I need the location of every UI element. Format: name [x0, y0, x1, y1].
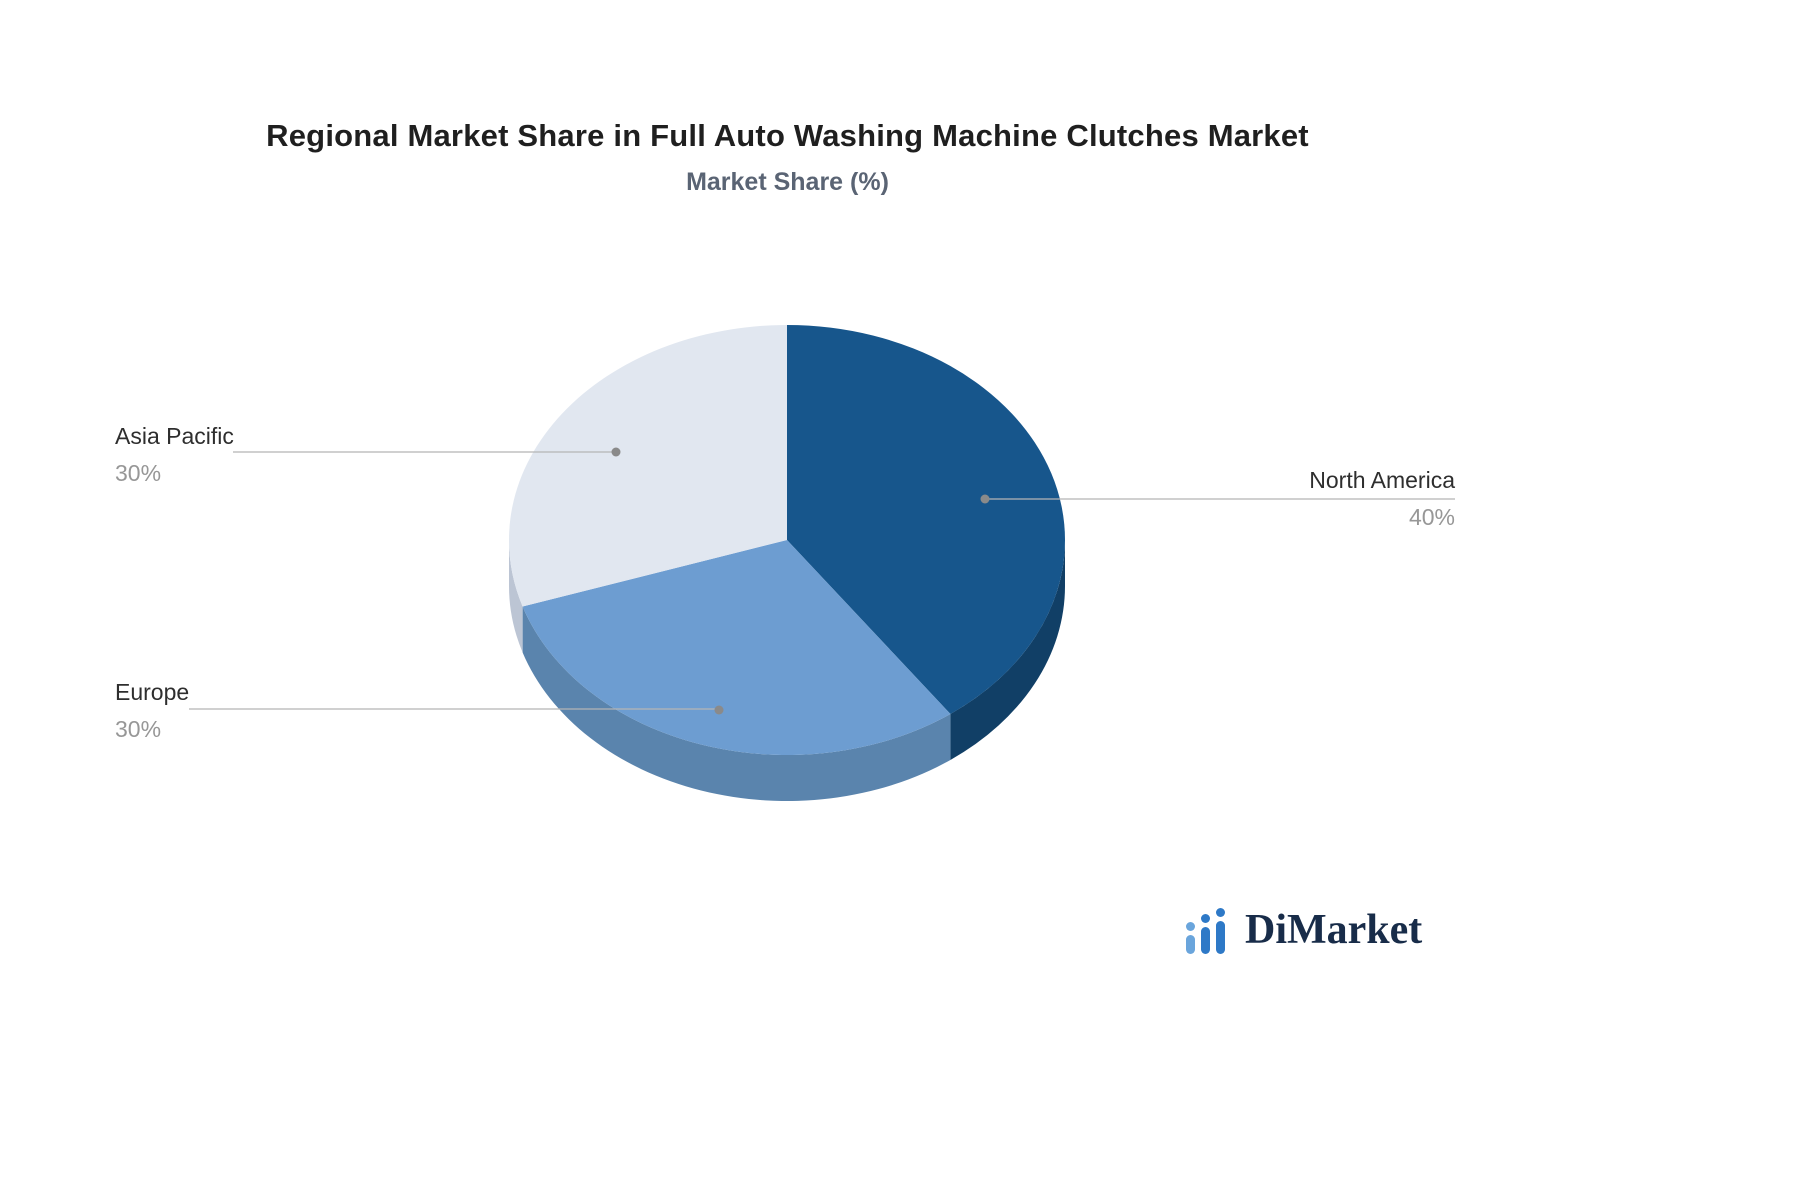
- slice-value-asia-pacific: 30%: [115, 460, 162, 486]
- slice-label-asia-pacific: Asia Pacific: [115, 423, 234, 449]
- slice-value-north-america: 40%: [1408, 504, 1455, 530]
- leader-dot-asia-pacific: [611, 447, 621, 457]
- dimarket-logo: DiMarket: [1183, 904, 1422, 956]
- chart-subtitle: Market Share (%): [686, 168, 889, 196]
- slice-value-europe: 30%: [115, 716, 162, 742]
- slice-label-europe: Europe: [115, 679, 190, 705]
- pie-slice-side-north-america: [950, 540, 1065, 760]
- slice-label-north-america: North America: [1309, 467, 1455, 493]
- pie-slice-europe[interactable]: [522, 540, 951, 755]
- leader-dot-north-america: [980, 494, 990, 504]
- pie-slice-side-asia-pacific: [509, 540, 523, 653]
- pie-slices: [508, 325, 1065, 801]
- logo-text: DiMarket: [1245, 907, 1423, 953]
- leader-lines: [189, 447, 1455, 715]
- bar-chart-icon: [1186, 908, 1225, 954]
- pie-slice-side-europe: [522, 606, 951, 801]
- pie-slice-north-america[interactable]: [787, 325, 1065, 714]
- page-title: Regional Market Share in Full Auto Washi…: [266, 118, 1309, 153]
- pie-slice-asia-pacific[interactable]: [508, 325, 787, 607]
- leader-dot-europe: [714, 705, 724, 715]
